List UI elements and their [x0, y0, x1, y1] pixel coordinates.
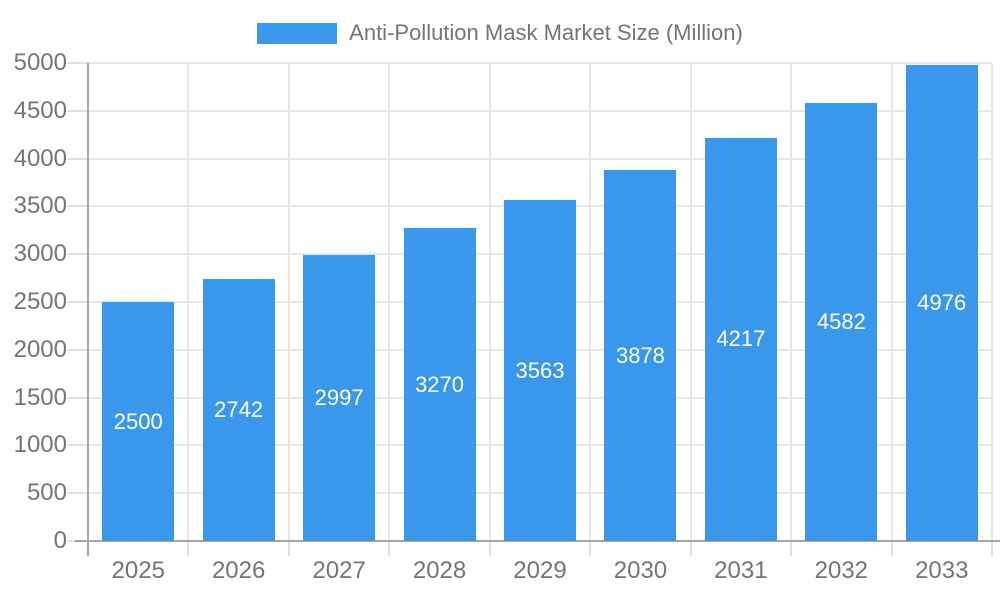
bar-value-label: 2500 — [113, 408, 163, 434]
bar-2027[interactable]: 2997 — [303, 254, 376, 541]
y-axis-tick-label: 500 — [26, 479, 67, 507]
gridline-vertical — [488, 63, 491, 541]
bar-2030[interactable]: 3878 — [604, 170, 677, 541]
x-axis-tick-label: 2030 — [613, 557, 668, 584]
y-axis-tick — [68, 348, 88, 351]
x-axis-tick-label: 2031 — [714, 557, 768, 584]
gridline-vertical — [388, 63, 391, 541]
y-axis-tick-label: 4500 — [13, 96, 67, 124]
x-axis-tick — [187, 541, 190, 556]
y-axis-line — [87, 63, 89, 556]
bar-2025[interactable]: 2500 — [102, 302, 175, 541]
bar-value-label: 2742 — [214, 396, 264, 422]
x-axis-tick — [287, 541, 290, 556]
bar-value-label: 4582 — [816, 308, 866, 334]
gridline-horizontal — [88, 62, 992, 64]
y-axis-tick-label: 4000 — [13, 144, 67, 172]
x-axis-tick — [589, 541, 592, 556]
y-axis-tick-label: 3000 — [13, 240, 67, 268]
gridline-vertical — [890, 63, 893, 541]
bar-2033[interactable]: 4976 — [905, 65, 978, 541]
y-axis-tick — [68, 444, 88, 447]
legend-swatch — [257, 22, 338, 44]
x-axis-line — [75, 540, 1000, 542]
y-axis-tick — [68, 205, 88, 208]
y-axis-tick-label: 2500 — [13, 288, 67, 315]
gridline-vertical — [589, 63, 592, 541]
x-axis-tick — [991, 541, 993, 556]
y-axis-tick-label: 5000 — [13, 49, 67, 76]
x-axis-tick — [689, 541, 692, 556]
gridline-horizontal — [88, 157, 992, 160]
x-axis-tick — [388, 541, 391, 556]
y-axis-tick-label: 1000 — [13, 431, 67, 459]
bar-2026[interactable]: 2742 — [202, 278, 275, 541]
bar-2029[interactable]: 3563 — [504, 200, 576, 541]
bar-2028[interactable]: 3270 — [403, 228, 476, 541]
x-axis-tick-label: 2027 — [312, 557, 366, 584]
bar-value-label: 4217 — [716, 326, 766, 352]
y-axis-tick — [68, 157, 88, 160]
bar-value-label: 3878 — [615, 342, 665, 368]
gridline-vertical — [187, 63, 190, 541]
y-axis-tick — [68, 253, 88, 256]
y-axis-tick — [68, 301, 88, 303]
legend-label: Anti-Pollution Mask Market Size (Million… — [349, 20, 743, 45]
x-axis-tick-label: 2025 — [111, 557, 165, 584]
y-axis-tick-label: 2000 — [13, 335, 67, 363]
x-axis-tick — [890, 541, 893, 556]
gridline-vertical — [287, 63, 290, 541]
x-axis-tick-label: 2026 — [211, 557, 266, 584]
y-axis-tick — [68, 492, 88, 495]
chart-legend[interactable]: Anti-Pollution Mask Market Size (Million… — [0, 20, 1000, 46]
x-axis-tick-label: 2033 — [915, 557, 969, 584]
x-axis-tick-label: 2032 — [814, 557, 869, 584]
x-axis-tick-label: 2029 — [513, 557, 567, 584]
x-axis-tick — [790, 541, 793, 556]
bar-2032[interactable]: 4582 — [805, 102, 878, 541]
plot-area: 0 500 1000 1500 2000 2500 3000 3500 4000 4500 5000… — [14, 50, 1000, 584]
y-axis-tick-label: 1500 — [13, 383, 67, 411]
bar-value-label: 3270 — [415, 371, 465, 397]
y-axis-tick — [68, 396, 88, 399]
x-axis-tick-label: 2028 — [412, 557, 467, 584]
bar-value-label: 2997 — [314, 384, 364, 410]
y-axis-tick-label: 3500 — [13, 192, 67, 220]
bar-value-label: 3563 — [515, 357, 565, 383]
gridline-vertical — [790, 63, 793, 541]
gridline-vertical — [991, 63, 993, 541]
y-axis-tick — [68, 62, 88, 64]
gridline-vertical — [689, 63, 692, 541]
gridline-horizontal — [88, 109, 992, 112]
bar-value-label: 4976 — [917, 290, 967, 316]
bar-2031[interactable]: 4217 — [704, 137, 777, 541]
x-axis-tick — [488, 541, 491, 556]
y-axis-tick — [68, 109, 88, 112]
y-axis-tick-label: 0 — [53, 527, 67, 554]
